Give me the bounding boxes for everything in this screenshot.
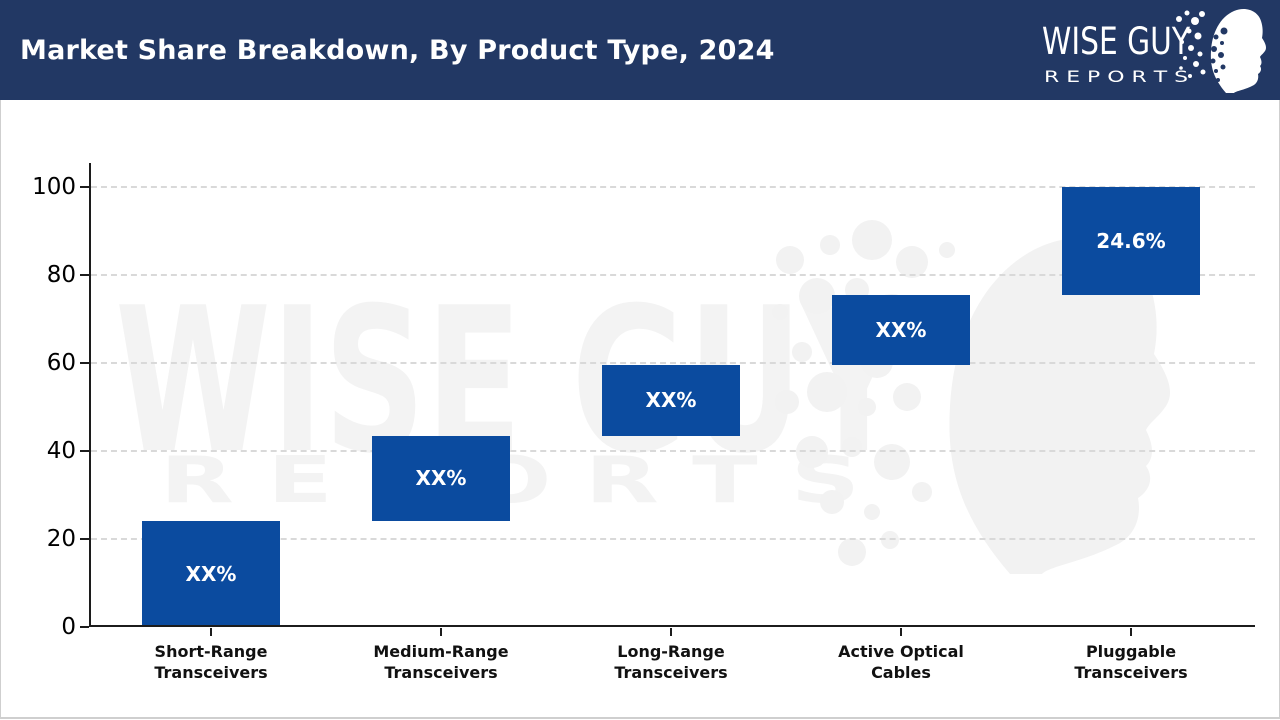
- bar-segment: XX%: [602, 364, 740, 437]
- bar-value-label: XX%: [185, 561, 237, 586]
- header-bar: Market Share Breakdown, By Product Type,…: [0, 0, 1280, 100]
- y-tick-mark-40: [80, 450, 89, 452]
- y-tick-mark-20: [80, 538, 89, 540]
- category-label: Short-Range Transceivers: [154, 642, 268, 682]
- wiseguy-logo: WISE GUY R E P O R T S: [1028, 5, 1272, 97]
- gridline-40: [91, 450, 1255, 452]
- category-label: Medium-Range Transceivers: [373, 642, 509, 682]
- x-tick-mark: [900, 628, 902, 636]
- y-tick-label-0: 0: [61, 614, 76, 640]
- bar-segment: XX%: [372, 436, 510, 521]
- gridline-20: [91, 538, 1255, 540]
- bar-value-label: XX%: [415, 466, 467, 491]
- category-label: Pluggable Transceivers: [1074, 642, 1188, 682]
- gridline-80: [91, 274, 1255, 276]
- y-axis-line: [89, 163, 91, 627]
- y-tick-mark-80: [80, 274, 89, 276]
- chart-title: Market Share Breakdown, By Product Type,…: [20, 34, 775, 66]
- y-tick-label-40: 40: [46, 438, 76, 464]
- gridline-100: [91, 186, 1255, 188]
- y-tick-mark-100: [80, 186, 89, 188]
- y-tick-label-80: 80: [46, 262, 76, 288]
- x-axis-line: [89, 625, 1255, 627]
- y-tick-label-60: 60: [46, 350, 76, 376]
- gridline-60: [91, 362, 1255, 364]
- bar-segment: XX%: [142, 520, 280, 627]
- chart-area: WISE GUY R E P O R T S XX% XX% XX% XX% 24.6%…: [0, 100, 1280, 720]
- bar-segment: 24.6%: [1062, 187, 1200, 296]
- x-tick-mark: [440, 628, 442, 636]
- x-tick-mark: [210, 628, 212, 636]
- bar-value-label: XX%: [645, 388, 697, 413]
- y-tick-label-100: 100: [32, 174, 76, 200]
- y-tick-mark-0: [80, 626, 89, 628]
- x-tick-mark: [670, 628, 672, 636]
- wiseguy-logo-graphic: WISE GUY R E P O R T S: [1042, 9, 1266, 94]
- bar-segment: XX%: [832, 295, 970, 365]
- x-tick-mark: [1130, 628, 1132, 636]
- logo-wordmark: WISE GUY: [1042, 20, 1190, 63]
- y-tick-mark-60: [80, 362, 89, 364]
- category-label: Long-Range Transceivers: [614, 642, 728, 682]
- bar-value-label: 24.6%: [1096, 229, 1166, 254]
- logo-tagline: R E P O R T S: [1044, 67, 1188, 86]
- bar-value-label: XX%: [875, 317, 927, 342]
- logo-head-icon: [1176, 9, 1266, 94]
- category-label: Active Optical Cables: [838, 642, 964, 682]
- y-tick-label-20: 20: [46, 526, 76, 552]
